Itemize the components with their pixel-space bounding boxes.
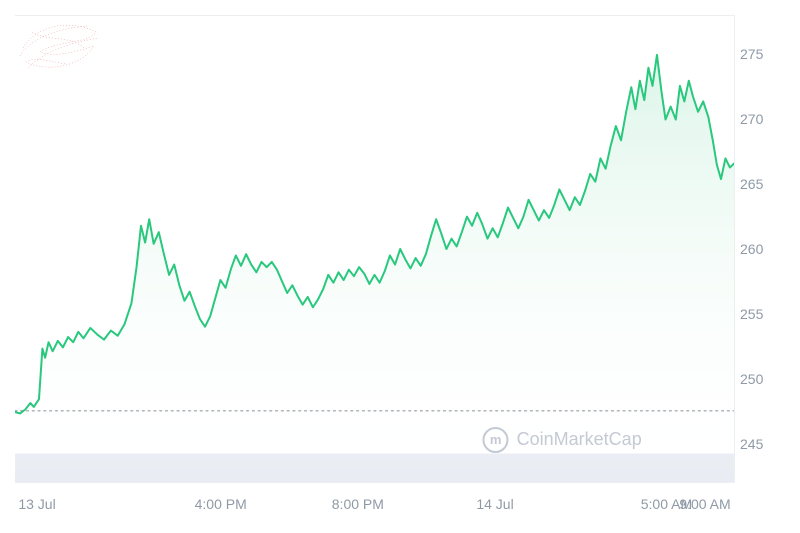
y-tick-label: 250: [740, 371, 763, 387]
x-tick-label: 8:00 PM: [332, 496, 384, 512]
x-tick-label: 9:00 AM: [679, 496, 730, 512]
y-tick-label: 270: [740, 111, 763, 127]
y-tick-label: 275: [740, 46, 763, 62]
x-tick-label: 13 Jul: [18, 496, 55, 512]
y-tick-label: 255: [740, 306, 763, 322]
y-tick-label: 260: [740, 241, 763, 257]
y-axis: 245 250 255 260 265 270 275: [740, 15, 795, 483]
x-tick-label: 14 Jul: [476, 496, 513, 512]
y-tick-label: 265: [740, 176, 763, 192]
chart-svg: [15, 16, 734, 482]
y-tick-label: 245: [740, 436, 763, 452]
series-area-fill: [15, 55, 734, 482]
x-tick-label: 4:00 PM: [195, 496, 247, 512]
plot-area: m CoinMarketCap: [15, 15, 735, 483]
price-chart: m CoinMarketCap 245 250 255 260 265 270 275 13…: [0, 0, 800, 533]
x-axis: 13 Jul4:00 PM8:00 PM14 Jul5:00 AM9:00 AM: [15, 488, 735, 528]
